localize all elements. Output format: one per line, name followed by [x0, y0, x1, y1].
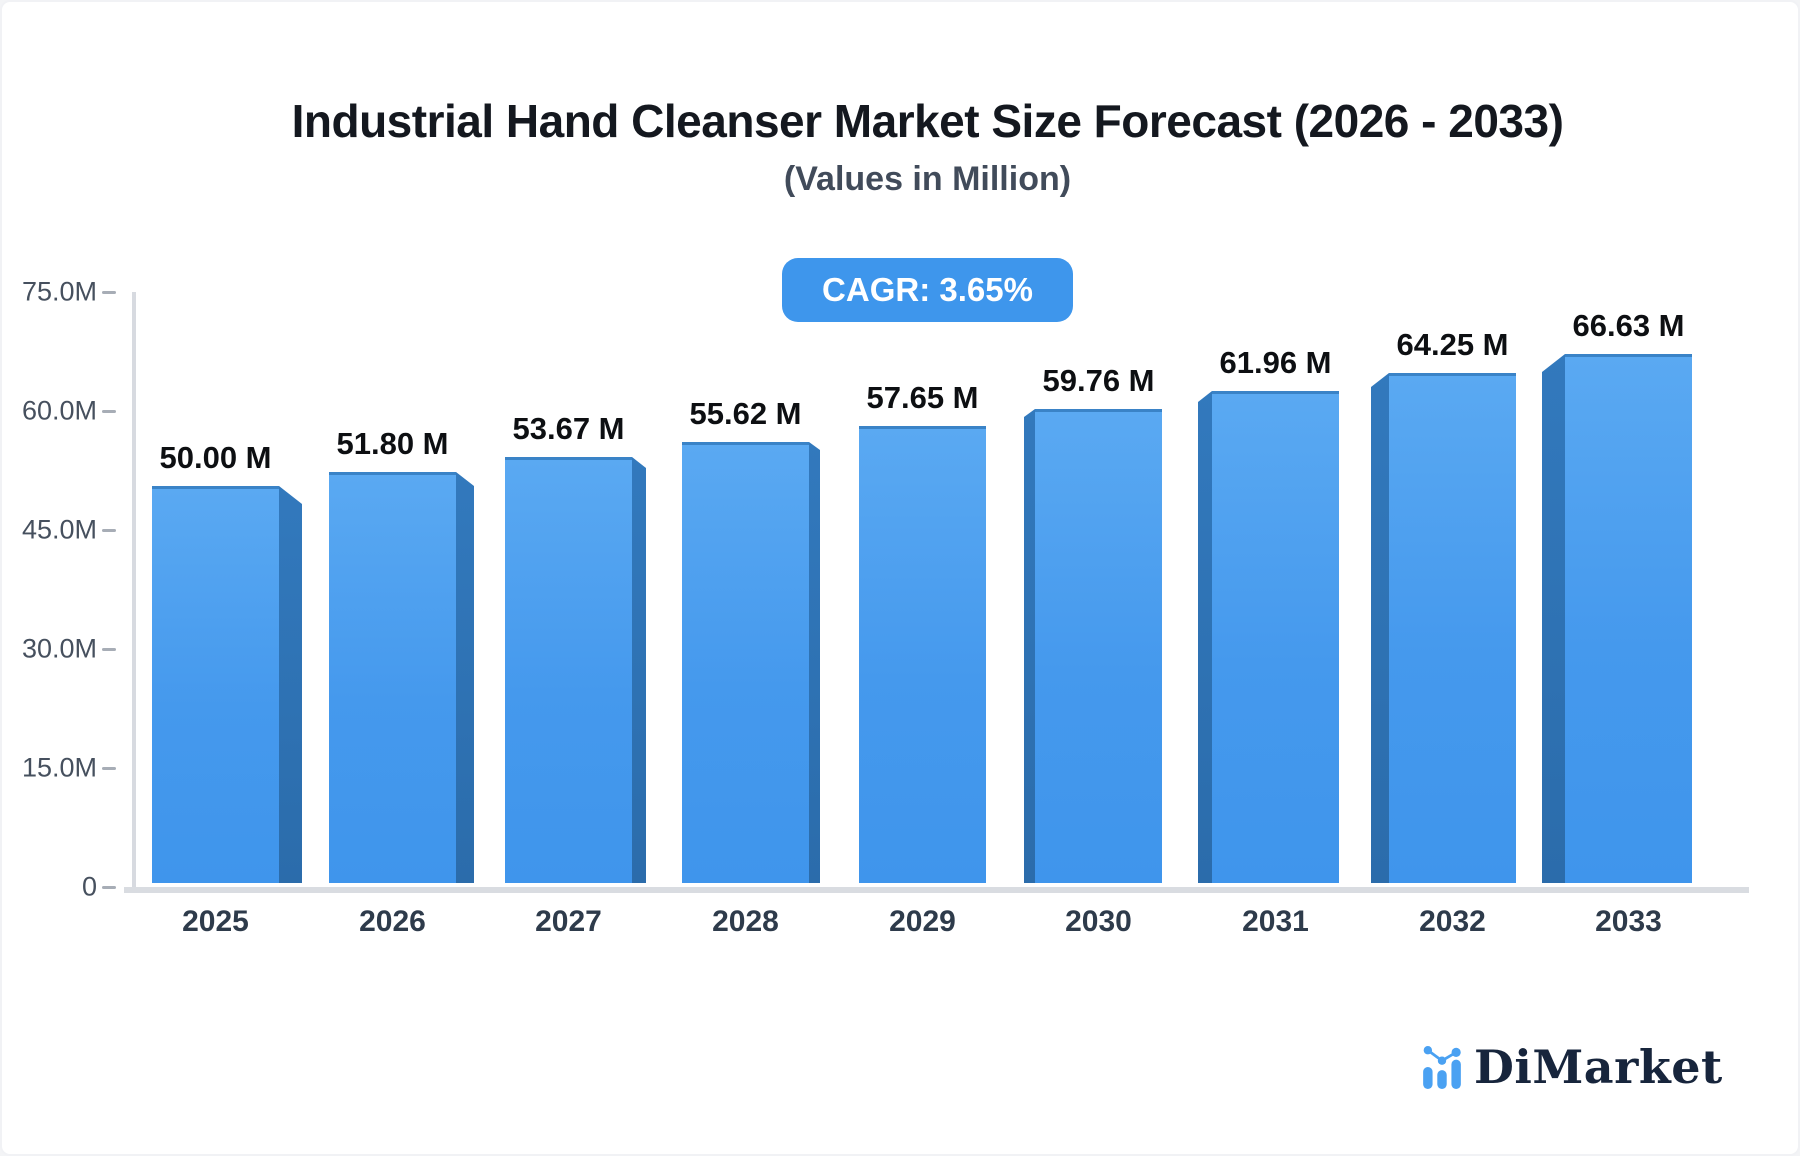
y-axis-label-60.0M: 60.0M: [21, 395, 97, 426]
bar-front-face: [1565, 354, 1692, 883]
bar-value-label: 57.65 M: [866, 380, 979, 415]
bar-2033: 66.63 M: [1542, 308, 1692, 883]
chart-header: Industrial Hand Cleanser Market Size For…: [57, 94, 1798, 322]
bar-3d-side: [1024, 409, 1035, 883]
bar-front-face: [505, 457, 632, 883]
bar-3d-side: [1198, 391, 1212, 883]
bar-front-face: [152, 486, 279, 883]
bar-value-label: 59.76 M: [1042, 363, 1155, 398]
y-axis-tick: [102, 290, 116, 294]
bar-value-label: 66.63 M: [1572, 308, 1685, 343]
bar-2026: 51.80 M: [329, 426, 474, 883]
bar-front-face: [859, 426, 986, 883]
y-axis-tick: [102, 766, 116, 770]
bar-2027: 53.67 M: [505, 411, 646, 883]
x-axis-label-2033: 2033: [1595, 905, 1662, 938]
y-axis-label-0: 0: [81, 871, 97, 902]
y-axis-label-75.0M: 75.0M: [21, 276, 97, 307]
bar-3d-side: [1371, 373, 1389, 883]
bar-3d-side: [279, 486, 302, 883]
chart-title: Industrial Hand Cleanser Market Size For…: [291, 95, 1564, 147]
y-axis-tick: [102, 647, 116, 651]
y-axis-line: [132, 292, 136, 887]
x-axis-label-2030: 2030: [1065, 905, 1132, 938]
bar-front-face: [1212, 391, 1339, 883]
bar-3d-side: [1542, 354, 1565, 883]
bar-value-label: 50.00 M: [159, 440, 272, 475]
x-axis-label-2027: 2027: [535, 905, 602, 938]
bar-3d-side: [456, 472, 474, 883]
x-axis-label-2026: 2026: [359, 905, 426, 938]
y-axis-tick: [102, 528, 116, 532]
y-axis-tick: [102, 885, 116, 889]
x-axis-label-2029: 2029: [889, 905, 956, 938]
bar-2025: 50.00 M: [152, 440, 302, 883]
x-axis-label-2025: 2025: [182, 905, 249, 938]
x-axis-line: [124, 887, 1749, 893]
bar-3d-side: [632, 457, 646, 883]
bar-value-label: 55.62 M: [689, 396, 802, 431]
bar-value-label: 61.96 M: [1219, 345, 1332, 380]
bar-3d-side: [809, 442, 820, 883]
cagr-badge: CAGR: 3.65%: [782, 257, 1073, 322]
bar-front-face: [1035, 409, 1162, 883]
bar-front-face: [329, 472, 456, 883]
bar-2032: 64.25 M: [1371, 327, 1516, 883]
bar-value-label: 51.80 M: [336, 426, 449, 461]
bar-front-face: [1389, 373, 1516, 883]
x-axis-label-2028: 2028: [712, 905, 779, 938]
bar-2030: 59.76 M: [1024, 363, 1162, 883]
bar-2028: 55.62 M: [682, 396, 820, 883]
y-axis-label-30.0M: 30.0M: [21, 633, 97, 664]
bar-front-face: [682, 442, 809, 883]
y-axis-label-15.0M: 15.0M: [21, 752, 97, 783]
x-axis-label-2031: 2031: [1242, 905, 1309, 938]
bar-line-chart-icon: [1423, 1046, 1461, 1089]
x-axis-label-2032: 2032: [1419, 905, 1486, 938]
chart-subtitle: (Values in Million): [783, 160, 1072, 199]
bar-value-label: 64.25 M: [1396, 327, 1509, 362]
bar-2031: 61.96 M: [1198, 345, 1339, 883]
y-axis-tick: [102, 409, 116, 413]
bar-value-label: 53.67 M: [512, 411, 625, 446]
bar-2029: 57.65 M: [859, 380, 986, 883]
brand-name: DiMarket: [1474, 1040, 1723, 1094]
brand-logo: DiMarket: [1423, 1044, 1723, 1090]
y-axis-label-45.0M: 45.0M: [21, 514, 97, 545]
